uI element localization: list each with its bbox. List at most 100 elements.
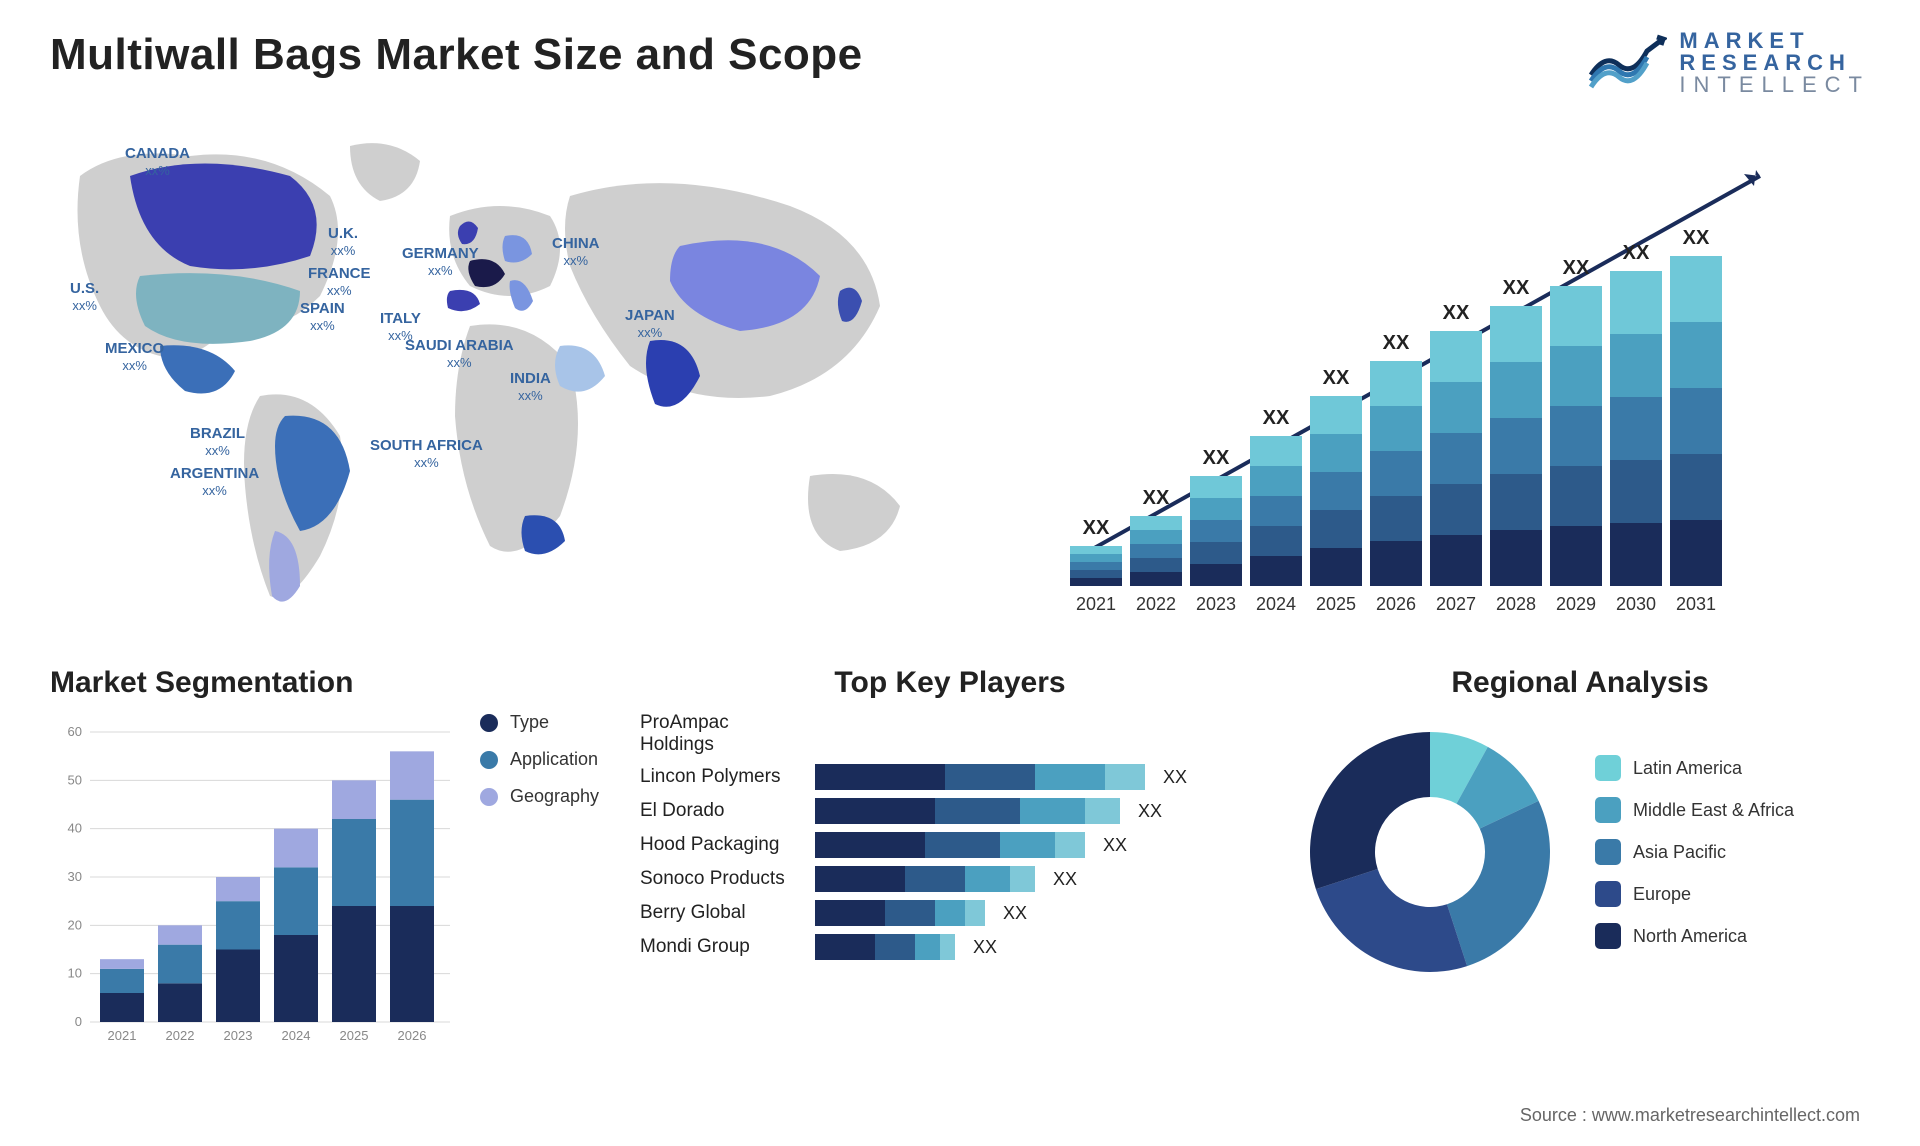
player-value: XX bbox=[1003, 903, 1027, 924]
player-name: Lincon Polymers bbox=[640, 766, 805, 788]
player-name: Berry Global bbox=[640, 902, 805, 924]
player-bar-segment bbox=[815, 764, 945, 790]
map-label: BRAZILxx% bbox=[190, 426, 245, 459]
player-bar bbox=[815, 900, 985, 926]
map-label: GERMANYxx% bbox=[402, 246, 479, 279]
player-name: Sonoco Products bbox=[640, 868, 805, 890]
svg-text:2027: 2027 bbox=[1436, 594, 1476, 614]
legend-item: North America bbox=[1595, 923, 1794, 949]
player-row: El DoradoXX bbox=[640, 798, 1260, 824]
svg-text:2022: 2022 bbox=[1136, 594, 1176, 614]
segmentation-title: Market Segmentation bbox=[50, 666, 610, 700]
map-label: U.S.xx% bbox=[70, 281, 99, 314]
svg-text:XX: XX bbox=[1263, 407, 1290, 429]
legend-label: Geography bbox=[510, 786, 599, 807]
player-bar-segment bbox=[905, 866, 965, 892]
svg-text:2021: 2021 bbox=[1076, 594, 1116, 614]
segmentation-bar-svg: 0102030405060202120222023202420252026 bbox=[50, 712, 450, 1052]
svg-text:2026: 2026 bbox=[1376, 594, 1416, 614]
player-bar-segment bbox=[875, 934, 915, 960]
player-value: XX bbox=[1163, 767, 1187, 788]
svg-text:2031: 2031 bbox=[1676, 594, 1716, 614]
player-bar-segment bbox=[1105, 764, 1145, 790]
legend-swatch bbox=[480, 751, 498, 769]
player-bar-segment bbox=[1085, 798, 1120, 824]
player-value: XX bbox=[1053, 869, 1077, 890]
player-row: Lincon Polymers XX bbox=[640, 764, 1260, 790]
legend-item: Application bbox=[480, 749, 599, 770]
svg-text:2024: 2024 bbox=[282, 1028, 311, 1043]
legend-label: Application bbox=[510, 749, 598, 770]
players-panel: Top Key Players ProAmpac HoldingsLincon … bbox=[640, 666, 1260, 1086]
player-value: XX bbox=[1103, 835, 1127, 856]
map-label: ARGENTINAxx% bbox=[170, 466, 259, 499]
player-value: XX bbox=[973, 937, 997, 958]
player-name: Mondi Group bbox=[640, 936, 805, 958]
svg-text:40: 40 bbox=[68, 821, 82, 836]
player-name: Hood Packaging bbox=[640, 834, 805, 856]
svg-text:50: 50 bbox=[68, 772, 82, 787]
player-bar bbox=[815, 832, 1085, 858]
player-bar-segment bbox=[815, 934, 875, 960]
map-label: JAPANxx% bbox=[625, 308, 675, 341]
player-bar bbox=[815, 934, 955, 960]
player-bar bbox=[815, 798, 1120, 824]
player-bar bbox=[815, 866, 1035, 892]
svg-text:60: 60 bbox=[68, 724, 82, 739]
player-bar bbox=[815, 764, 1145, 790]
svg-text:2028: 2028 bbox=[1496, 594, 1536, 614]
regional-panel: Regional Analysis Latin AmericaMiddle Ea… bbox=[1290, 666, 1870, 1086]
svg-text:XX: XX bbox=[1323, 367, 1350, 389]
map-label: SAUDI ARABIAxx% bbox=[405, 338, 514, 371]
player-bar-segment bbox=[945, 764, 1035, 790]
player-row: Mondi Group XX bbox=[640, 934, 1260, 960]
player-value: XX bbox=[1138, 801, 1162, 822]
svg-text:2023: 2023 bbox=[224, 1028, 253, 1043]
player-bar-segment bbox=[965, 866, 1010, 892]
logo-wave-icon bbox=[1587, 31, 1667, 95]
legend-swatch bbox=[480, 788, 498, 806]
svg-text:XX: XX bbox=[1443, 302, 1470, 324]
player-bar-segment bbox=[815, 832, 925, 858]
map-label: SOUTH AFRICAxx% bbox=[370, 438, 483, 471]
player-bar-segment bbox=[935, 900, 965, 926]
svg-text:2025: 2025 bbox=[1316, 594, 1356, 614]
player-bar-segment bbox=[915, 934, 940, 960]
map-label: SPAINxx% bbox=[300, 301, 345, 334]
map-label: MEXICOxx% bbox=[105, 341, 164, 374]
legend-label: North America bbox=[1633, 926, 1747, 947]
legend-swatch bbox=[1595, 839, 1621, 865]
segmentation-legend: Type Application Geography bbox=[480, 712, 599, 1052]
player-bar-segment bbox=[1020, 798, 1085, 824]
legend-label: Middle East & Africa bbox=[1633, 800, 1794, 821]
player-row: Sonoco Products XX bbox=[640, 866, 1260, 892]
player-bar-segment bbox=[1035, 764, 1105, 790]
map-label: INDIAxx% bbox=[510, 371, 551, 404]
svg-text:2025: 2025 bbox=[340, 1028, 369, 1043]
source-text: Source : www.marketresearchintellect.com bbox=[1520, 1105, 1860, 1126]
legend-label: Type bbox=[510, 712, 549, 733]
svg-text:XX: XX bbox=[1563, 257, 1590, 279]
segmentation-panel: Market Segmentation 01020304050602021202… bbox=[50, 666, 610, 1086]
map-label: FRANCExx% bbox=[308, 266, 371, 299]
player-bar-segment bbox=[815, 900, 885, 926]
players-bars: ProAmpac HoldingsLincon PolymersXXEl Dor… bbox=[640, 712, 1260, 968]
svg-text:XX: XX bbox=[1383, 332, 1410, 354]
legend-label: Europe bbox=[1633, 884, 1691, 905]
legend-item: Asia Pacific bbox=[1595, 839, 1794, 865]
regional-title: Regional Analysis bbox=[1290, 666, 1870, 700]
svg-text:XX: XX bbox=[1143, 487, 1170, 509]
player-bar-segment bbox=[925, 832, 1000, 858]
legend-swatch bbox=[1595, 881, 1621, 907]
legend-swatch bbox=[1595, 755, 1621, 781]
svg-text:0: 0 bbox=[75, 1014, 82, 1029]
player-bar-segment bbox=[815, 866, 905, 892]
growth-bar-svg: XX2021XX2022XX2023XX2024XX2025XX2026XX20… bbox=[1010, 116, 1870, 636]
player-bar-segment bbox=[885, 900, 935, 926]
player-row: Berry Global XX bbox=[640, 900, 1260, 926]
legend-swatch bbox=[1595, 797, 1621, 823]
legend-label: Asia Pacific bbox=[1633, 842, 1726, 863]
map-label: CANADAxx% bbox=[125, 146, 190, 179]
svg-text:2022: 2022 bbox=[166, 1028, 195, 1043]
legend-item: Europe bbox=[1595, 881, 1794, 907]
